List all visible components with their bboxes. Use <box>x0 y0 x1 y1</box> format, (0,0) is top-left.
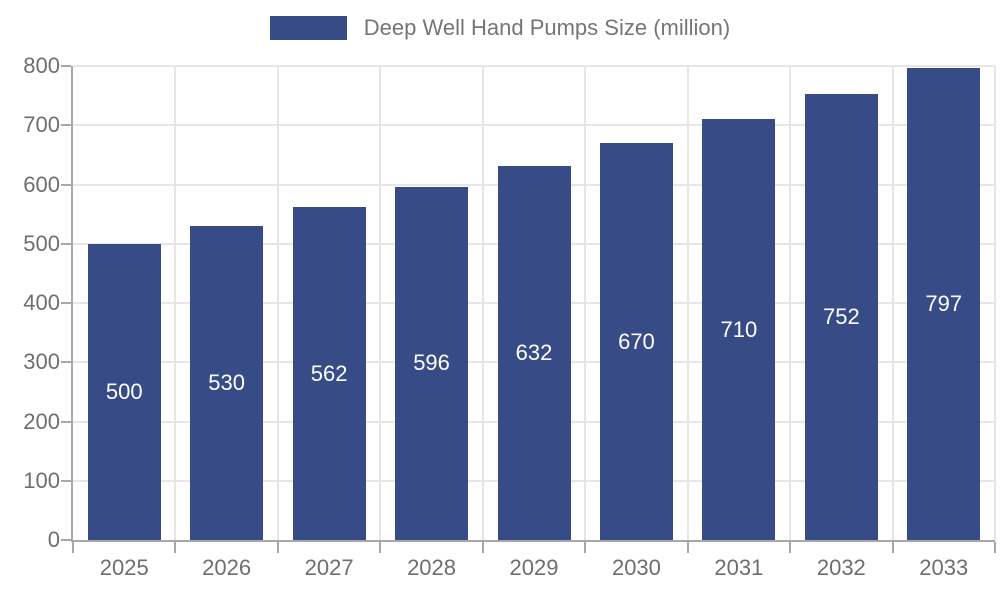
bar[interactable]: 710 <box>702 119 776 540</box>
x-tick <box>72 542 74 553</box>
y-axis-line <box>71 66 73 542</box>
y-tick <box>61 302 71 304</box>
x-tick-label: 2033 <box>919 555 969 580</box>
y-tick <box>61 539 71 541</box>
bar-value-label: 752 <box>822 304 860 330</box>
x-tick <box>994 542 996 553</box>
y-tick <box>61 183 71 186</box>
x-tick-label: 2027 <box>304 555 354 580</box>
x-tick <box>276 542 279 553</box>
y-tick-label: 500 <box>23 230 60 256</box>
y-tick <box>61 124 71 127</box>
x-tick-label: 2029 <box>509 555 559 580</box>
bar-value-label: 596 <box>413 350 450 376</box>
v-gridline <box>174 66 177 540</box>
x-tick-label: 2026 <box>202 555 252 580</box>
x-tick-label: 2031 <box>714 555 764 580</box>
bar[interactable]: 596 <box>395 186 469 540</box>
y-tick-label: 100 <box>23 467 60 493</box>
x-tick-label: 2025 <box>99 555 149 580</box>
x-tick <box>379 542 382 553</box>
v-gridline <box>481 66 484 540</box>
v-gridline <box>584 66 587 540</box>
x-tick <box>686 542 689 553</box>
bar-value-label: 670 <box>618 328 655 354</box>
y-tick <box>61 420 71 423</box>
y-tick-label: 700 <box>23 112 60 138</box>
bar-value-label: 562 <box>310 360 348 386</box>
y-tick-label: 800 <box>23 53 60 78</box>
bar-value-label: 500 <box>105 378 143 404</box>
bar-value-label: 797 <box>925 290 963 316</box>
bar-value-label: 632 <box>515 339 553 365</box>
y-tick-label: 200 <box>23 408 60 434</box>
y-tick-label: 600 <box>23 171 60 197</box>
plot-area: 500 530 562 596 632 670 710 752 797 <box>61 65 996 553</box>
x-tick-label: 2032 <box>816 555 866 580</box>
y-tick-label: 400 <box>23 290 60 315</box>
x-tick <box>174 542 177 553</box>
x-tick <box>584 542 587 553</box>
y-tick-label: 300 <box>23 349 60 375</box>
h-gridline <box>73 124 995 127</box>
bar[interactable]: 797 <box>907 67 981 540</box>
legend-label: Deep Well Hand Pumps Size (million) <box>363 15 731 40</box>
bar[interactable]: 562 <box>292 207 366 540</box>
y-tick-label: 0 <box>47 527 60 552</box>
x-axis-line <box>71 540 995 542</box>
y-tick <box>61 479 71 482</box>
x-tick <box>789 542 792 553</box>
v-gridline <box>686 66 689 540</box>
v-gridline <box>379 66 382 540</box>
bar-value-label: 710 <box>720 316 758 342</box>
bar[interactable]: 752 <box>804 94 878 540</box>
legend-item[interactable]: Deep Well Hand Pumps Size (million) <box>0 15 1000 41</box>
legend-swatch <box>269 16 347 40</box>
v-gridline <box>276 66 279 540</box>
bar-value-label: 530 <box>208 369 246 395</box>
y-tick <box>61 65 71 67</box>
x-tick <box>481 542 484 553</box>
x-tick-label: 2030 <box>611 555 661 580</box>
x-tick-label: 2028 <box>407 555 457 580</box>
bar[interactable]: 670 <box>599 143 673 540</box>
v-gridline <box>994 66 996 540</box>
bar[interactable]: 632 <box>497 165 571 540</box>
bar[interactable]: 500 <box>87 243 161 540</box>
y-tick <box>61 361 71 364</box>
v-gridline <box>789 66 792 540</box>
y-tick <box>61 242 71 245</box>
bar[interactable]: 530 <box>190 225 264 540</box>
h-gridline <box>73 65 995 67</box>
x-tick <box>891 542 894 553</box>
v-gridline <box>891 66 894 540</box>
